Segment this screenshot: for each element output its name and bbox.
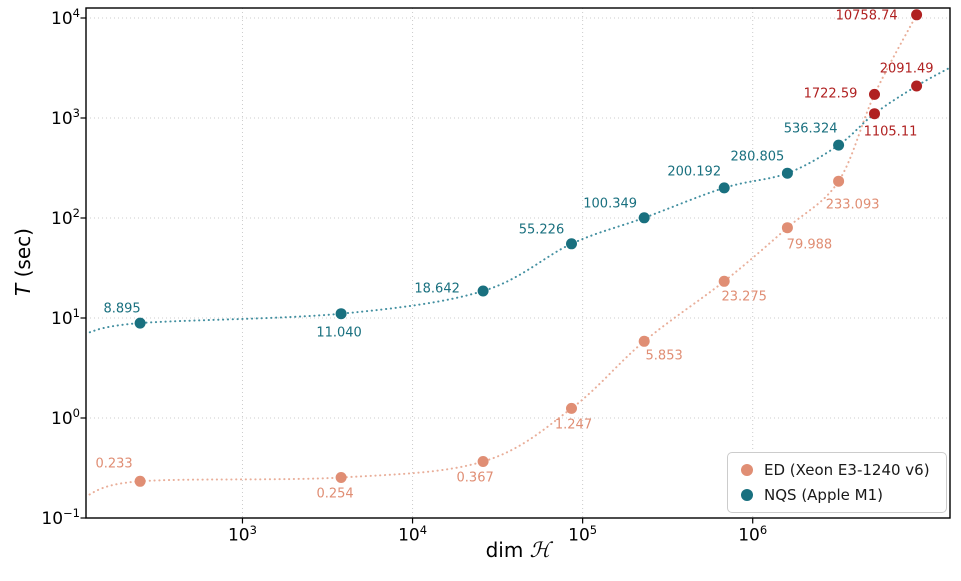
trend-line (86, 66, 950, 335)
data-point-label: 79.988 (786, 237, 833, 253)
trend-line (86, 13, 918, 498)
legend-label-ed: ED (Xeon E3-1240 v6) (764, 461, 930, 479)
data-point-label: 1722.59 (803, 86, 858, 102)
data-point (833, 175, 845, 187)
data-point-label: 100.349 (583, 196, 638, 212)
data-point-label: 1105.11 (863, 124, 918, 140)
plot-frame (85, 7, 951, 519)
data-point (134, 475, 146, 487)
data-point-label: 536.324 (783, 121, 838, 137)
data-point (638, 212, 650, 224)
y-tick-label: 103 (51, 106, 80, 129)
legend-label-nqs: NQS (Apple M1) (764, 485, 883, 504)
data-point-label: 0.254 (316, 486, 354, 502)
data-point (833, 139, 845, 151)
y-tick-label: 104 (51, 6, 80, 29)
data-point (869, 108, 880, 120)
legend-marker-ed-icon (741, 464, 753, 477)
legend-marker-nqs-icon (741, 488, 753, 501)
data-point (718, 275, 730, 287)
data-point (335, 472, 347, 483)
data-point (781, 222, 793, 234)
data-point-label: 233.093 (825, 197, 880, 213)
data-point-label: 0.367 (456, 470, 494, 486)
legend-item-ed: ED (Xeon E3-1240 v6) (741, 462, 933, 479)
data-point-label: 10758.74 (835, 8, 898, 24)
data-point (869, 88, 880, 100)
x-tick-label: 104 (398, 523, 428, 546)
data-point-label: 5.853 (645, 348, 683, 364)
data-point-label: 200.192 (667, 164, 722, 180)
data-point-label: 23.275 (721, 289, 767, 305)
x-tick-label: 105 (568, 523, 598, 546)
y-axis-suffix: (sec) (11, 228, 35, 284)
data-point (134, 317, 146, 329)
data-point (566, 402, 577, 414)
data-point-label: 2091.49 (879, 61, 934, 77)
y-tick-label: 100 (51, 406, 80, 429)
data-point (638, 335, 650, 347)
data-point (566, 238, 577, 250)
data-point-label: 55.226 (518, 222, 565, 238)
y-tick-label: 10−1 (41, 506, 80, 529)
data-point (911, 80, 923, 92)
x-axis-label: dim ℋ (418, 538, 618, 562)
data-point (781, 167, 793, 179)
data-point-label: 1.247 (554, 417, 593, 433)
x-tick-label: 103 (227, 523, 257, 546)
x-axis-prefix: dim (485, 538, 530, 562)
legend-item-nqs: NQS (Apple M1) (741, 485, 933, 504)
x-tick-label: 106 (738, 523, 768, 546)
data-point (477, 456, 489, 467)
data-point-label: 11.040 (316, 325, 362, 341)
y-tick-label: 102 (51, 206, 80, 229)
data-point-label: 8.895 (103, 301, 141, 317)
data-point-label: 0.233 (95, 456, 133, 472)
data-point (335, 308, 347, 320)
legend: ED (Xeon E3-1240 v6) NQS (Apple M1) (727, 452, 947, 513)
x-axis-symbol: ℋ (529, 538, 551, 562)
data-point-label: 280.805 (730, 149, 785, 165)
y-axis-symbol: T (11, 283, 35, 296)
data-point-label: 18.642 (414, 281, 460, 297)
y-tick-label: 101 (51, 306, 80, 329)
data-point (911, 9, 923, 21)
data-point (718, 182, 730, 194)
data-point (477, 285, 489, 297)
